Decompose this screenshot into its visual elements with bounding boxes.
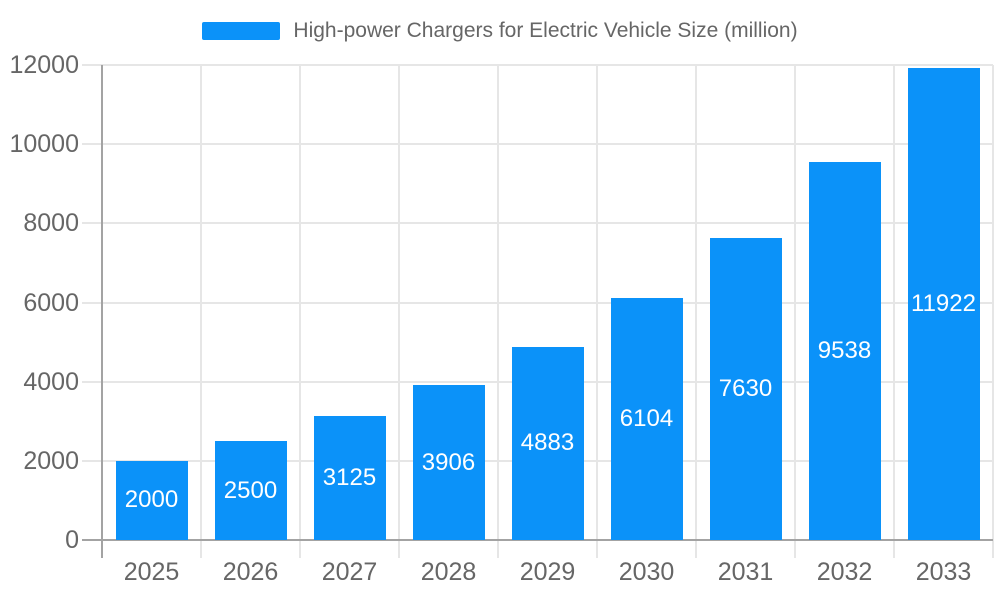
bar-2027: 3125 (313, 416, 386, 540)
bar-2028: 3906 (412, 385, 485, 540)
bar-value-label: 7630 (718, 374, 773, 402)
gridline-vertical (596, 65, 598, 558)
legend-item[interactable]: High-power Chargers for Electric Vehicle… (0, 16, 1000, 46)
bar-value-label: 2000 (124, 486, 179, 514)
y-tick-label: 10000 (9, 130, 79, 159)
bar-value-label: 11922 (911, 290, 976, 318)
gridline-vertical (497, 65, 499, 558)
y-tick-label: 0 (65, 526, 79, 554)
bar-value-label: 3125 (322, 464, 377, 492)
legend-label: High-power Chargers for Electric Vehicle… (293, 19, 798, 42)
bar-2026: 2500 (214, 441, 287, 540)
x-tick-label: 2030 (618, 558, 675, 586)
bar-value-label: 9538 (817, 337, 872, 365)
y-tick-label: 6000 (23, 288, 79, 317)
x-tick-label: 2033 (915, 558, 972, 586)
x-tick-label: 2028 (420, 558, 477, 586)
gridline-horizontal (82, 64, 993, 66)
gridline-vertical (398, 65, 400, 558)
bar-2033: 11922 (907, 68, 980, 540)
y-tick-label: 12000 (9, 51, 79, 79)
bar-value-label: 4883 (520, 429, 575, 457)
legend-swatch (202, 22, 281, 40)
gridline-vertical (794, 65, 796, 558)
x-tick-label: 2025 (123, 558, 180, 586)
y-axis-line (101, 65, 103, 558)
gridline-vertical (200, 65, 202, 558)
gridline-horizontal (82, 143, 993, 146)
x-tick-label: 2026 (222, 558, 279, 586)
x-tick-label: 2029 (519, 558, 576, 586)
bar-2030: 6104 (610, 298, 683, 540)
gridline-vertical (992, 65, 994, 558)
gridline-horizontal (82, 222, 993, 225)
x-tick-label: 2031 (717, 558, 774, 586)
bar-value-label: 3906 (421, 448, 476, 476)
gridline-vertical (695, 65, 697, 558)
x-axis-line (82, 539, 993, 541)
y-tick-label: 2000 (23, 446, 79, 475)
x-tick-label: 2032 (816, 558, 873, 586)
bar-value-label: 2500 (223, 476, 278, 504)
gridline-vertical (893, 65, 895, 558)
gridline-horizontal (82, 301, 993, 304)
bar-value-label: 6104 (619, 405, 674, 433)
x-tick-label: 2027 (321, 558, 378, 586)
gridline-vertical (299, 65, 301, 558)
y-tick-label: 8000 (23, 209, 79, 238)
y-tick-label: 4000 (23, 367, 79, 396)
bar-2029: 4883 (511, 346, 584, 540)
bar-2032: 9538 (808, 162, 881, 540)
bar-2025: 2000 (115, 460, 188, 540)
bar-2031: 7630 (709, 237, 782, 540)
